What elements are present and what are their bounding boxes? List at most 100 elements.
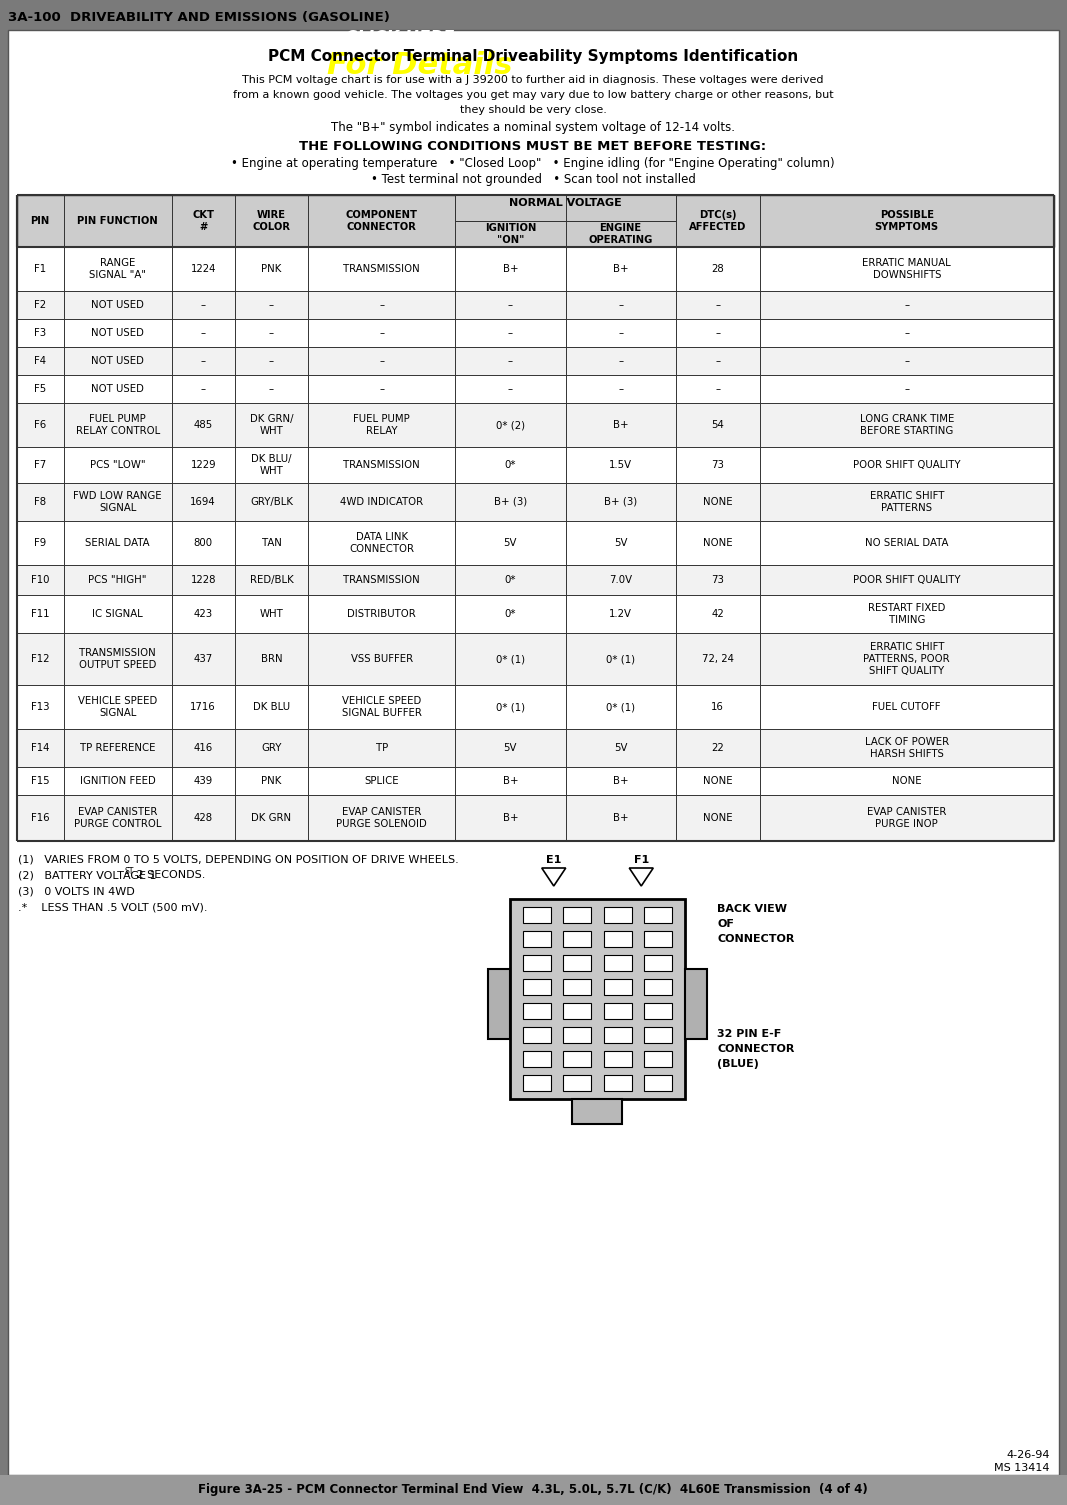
FancyBboxPatch shape	[563, 1002, 591, 1019]
Text: PIN: PIN	[31, 217, 50, 226]
FancyBboxPatch shape	[604, 908, 632, 923]
Text: COMPONENT
CONNECTOR: COMPONENT CONNECTOR	[346, 211, 418, 232]
Text: E1: E1	[546, 855, 561, 865]
Text: –: –	[269, 384, 274, 394]
Text: B+: B+	[503, 263, 519, 274]
Text: –: –	[379, 357, 384, 366]
FancyBboxPatch shape	[0, 0, 1067, 30]
FancyBboxPatch shape	[644, 932, 672, 947]
Text: –: –	[715, 328, 720, 339]
Text: CONNECTOR: CONNECTOR	[717, 935, 794, 944]
FancyBboxPatch shape	[563, 1075, 591, 1091]
Text: • Test terminal not grounded   • Scan tool not installed: • Test terminal not grounded • Scan tool…	[370, 173, 696, 187]
Text: –: –	[904, 299, 909, 310]
FancyBboxPatch shape	[563, 978, 591, 995]
FancyBboxPatch shape	[685, 969, 707, 1038]
Text: –: –	[269, 357, 274, 366]
Text: 0* (1): 0* (1)	[606, 701, 635, 712]
FancyBboxPatch shape	[523, 978, 551, 995]
Text: TRANSMISSION
OUTPUT SPEED: TRANSMISSION OUTPUT SPEED	[79, 649, 157, 670]
FancyBboxPatch shape	[456, 196, 675, 221]
FancyBboxPatch shape	[604, 932, 632, 947]
Text: POOR SHIFT QUALITY: POOR SHIFT QUALITY	[853, 461, 960, 470]
Text: 1716: 1716	[190, 701, 217, 712]
Text: NOT USED: NOT USED	[92, 384, 144, 394]
FancyBboxPatch shape	[17, 795, 1054, 841]
Text: (1)   VARIES FROM 0 TO 5 VOLTS, DEPENDING ON POSITION OF DRIVE WHEELS.: (1) VARIES FROM 0 TO 5 VOLTS, DEPENDING …	[18, 853, 459, 864]
FancyBboxPatch shape	[563, 908, 591, 923]
Text: TRANSMISSION: TRANSMISSION	[344, 263, 420, 274]
FancyBboxPatch shape	[510, 898, 685, 1099]
Text: DK GRN: DK GRN	[252, 813, 291, 823]
Text: WHT: WHT	[259, 610, 284, 619]
Text: THE FOLLOWING CONDITIONS MUST BE MET BEFORE TESTING:: THE FOLLOWING CONDITIONS MUST BE MET BEF…	[300, 140, 766, 154]
Text: (3)   0 VOLTS IN 4WD: (3) 0 VOLTS IN 4WD	[18, 886, 134, 895]
Text: 73: 73	[712, 575, 724, 585]
Text: (2)   BATTERY VOLTAGE 1: (2) BATTERY VOLTAGE 1	[18, 870, 157, 880]
Text: B+: B+	[612, 263, 628, 274]
Text: FUEL CUTOFF: FUEL CUTOFF	[873, 701, 941, 712]
FancyBboxPatch shape	[563, 1026, 591, 1043]
Text: 4-26-94: 4-26-94	[1006, 1449, 1050, 1460]
Text: NOT USED: NOT USED	[92, 357, 144, 366]
Text: NONE: NONE	[703, 777, 733, 786]
FancyBboxPatch shape	[523, 1026, 551, 1043]
Text: F12: F12	[31, 655, 49, 664]
Text: 5V: 5V	[504, 537, 517, 548]
FancyBboxPatch shape	[17, 728, 1054, 768]
Text: 54: 54	[712, 420, 724, 430]
Text: 5V: 5V	[504, 743, 517, 752]
FancyBboxPatch shape	[644, 908, 672, 923]
Text: POOR SHIFT QUALITY: POOR SHIFT QUALITY	[853, 575, 960, 585]
Text: FUEL PUMP
RELAY CONTROL: FUEL PUMP RELAY CONTROL	[76, 414, 160, 436]
FancyBboxPatch shape	[604, 1050, 632, 1067]
FancyBboxPatch shape	[563, 1050, 591, 1067]
FancyBboxPatch shape	[644, 978, 672, 995]
Text: 0* (1): 0* (1)	[496, 701, 525, 712]
Text: CKT
#: CKT #	[192, 211, 214, 232]
Text: 800: 800	[194, 537, 212, 548]
Text: –: –	[508, 384, 513, 394]
Text: B+: B+	[503, 777, 519, 786]
Text: F1: F1	[34, 263, 46, 274]
FancyBboxPatch shape	[523, 932, 551, 947]
Polygon shape	[542, 868, 566, 886]
Text: ERRATIC SHIFT
PATTERNS: ERRATIC SHIFT PATTERNS	[870, 491, 944, 513]
FancyBboxPatch shape	[572, 1099, 622, 1124]
Text: –: –	[904, 328, 909, 339]
Text: EVAP CANISTER
PURGE SOLENOID: EVAP CANISTER PURGE SOLENOID	[336, 807, 427, 829]
Text: DTC(s)
AFFECTED: DTC(s) AFFECTED	[689, 211, 747, 232]
FancyBboxPatch shape	[17, 634, 1054, 685]
Text: GRY: GRY	[261, 743, 282, 752]
FancyBboxPatch shape	[644, 1026, 672, 1043]
FancyBboxPatch shape	[488, 969, 510, 1038]
Text: .*    LESS THAN .5 VOLT (500 mV).: .* LESS THAN .5 VOLT (500 mV).	[18, 901, 207, 912]
Text: DATA LINK
CONNECTOR: DATA LINK CONNECTOR	[349, 533, 414, 554]
Text: 1224: 1224	[191, 263, 216, 274]
Text: F15: F15	[31, 777, 49, 786]
Text: 1228: 1228	[191, 575, 216, 585]
Text: BRN: BRN	[260, 655, 283, 664]
Text: 0* (2): 0* (2)	[496, 420, 525, 430]
Text: B+: B+	[503, 813, 519, 823]
Text: DK GRN/
WHT: DK GRN/ WHT	[250, 414, 293, 436]
Text: (BLUE): (BLUE)	[717, 1060, 759, 1069]
Text: 32 PIN E-F: 32 PIN E-F	[717, 1029, 781, 1038]
Text: WIRE
COLOR: WIRE COLOR	[253, 211, 290, 232]
Text: TRANSMISSION: TRANSMISSION	[344, 461, 420, 470]
FancyBboxPatch shape	[523, 908, 551, 923]
Text: –: –	[618, 328, 623, 339]
Text: PIN FUNCTION: PIN FUNCTION	[77, 217, 158, 226]
Text: –: –	[618, 357, 623, 366]
Text: NOT USED: NOT USED	[92, 328, 144, 339]
Text: –: –	[715, 384, 720, 394]
Text: CONNECTOR: CONNECTOR	[717, 1044, 794, 1054]
Text: RESTART FIXED
TIMING: RESTART FIXED TIMING	[869, 604, 945, 625]
FancyBboxPatch shape	[17, 447, 1054, 483]
Text: 5V: 5V	[614, 743, 627, 752]
Text: PCM Connector Terminal Driveability Symptoms Identification: PCM Connector Terminal Driveability Symp…	[268, 50, 798, 65]
Text: RED/BLK: RED/BLK	[250, 575, 293, 585]
Text: –: –	[715, 299, 720, 310]
Text: ST: ST	[125, 867, 134, 876]
Text: This PCM voltage chart is for use with a J 39200 to further aid in diagnosis. Th: This PCM voltage chart is for use with a…	[242, 75, 824, 84]
